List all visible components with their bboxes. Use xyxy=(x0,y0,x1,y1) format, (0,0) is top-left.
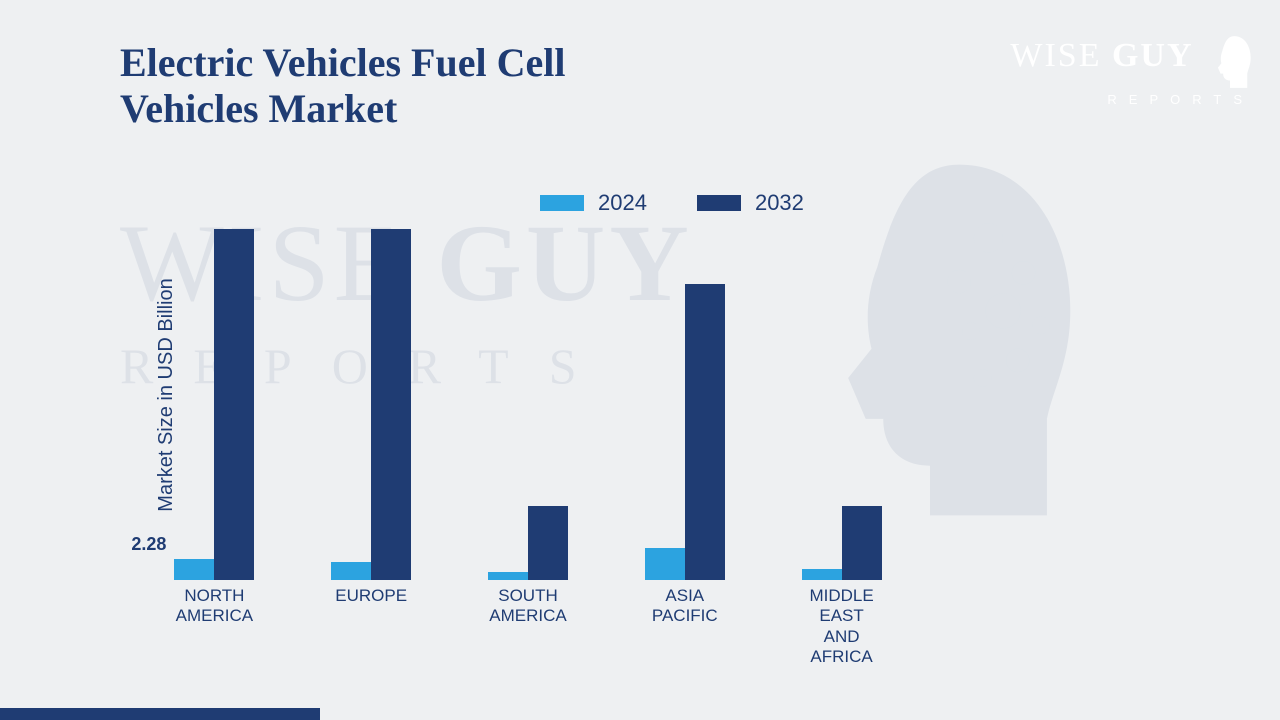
x-tick-label: EUROPE xyxy=(306,586,436,668)
bar-2032 xyxy=(685,284,725,580)
x-tick-label: SOUTHAMERICA xyxy=(463,586,593,668)
brand-head-icon xyxy=(1206,34,1254,90)
bar-group xyxy=(463,506,593,580)
bar-group xyxy=(306,229,436,581)
chart-canvas: WISE GUY REPORTS Electric Vehicles Fuel … xyxy=(0,0,1280,720)
bottom-bar xyxy=(0,708,320,720)
bar-2024 xyxy=(645,548,685,580)
bar-group xyxy=(620,284,750,580)
bar-2024 xyxy=(174,559,214,580)
bar-2032 xyxy=(528,506,568,580)
chart-title: Electric Vehicles Fuel Cell Vehicles Mar… xyxy=(120,40,680,132)
bar-2024 xyxy=(331,562,371,581)
brand-logo: WISE GUY REPORTS xyxy=(1010,34,1254,107)
x-tick-label: ASIAPACIFIC xyxy=(620,586,750,668)
x-axis-labels: NORTHAMERICA EUROPE SOUTHAMERICA ASIAPACIFI… xyxy=(136,586,920,668)
bar-2032 xyxy=(371,229,411,581)
x-tick-label: NORTHAMERICA xyxy=(149,586,279,668)
legend-swatch-2024 xyxy=(540,195,584,211)
bar-2024 xyxy=(802,569,842,580)
chart-plot-area: 2.28 xyxy=(136,210,920,580)
bar-group xyxy=(777,506,907,580)
bar-2024 xyxy=(488,572,528,580)
x-tick-label: MIDDLEEASTANDAFRICA xyxy=(777,586,907,668)
bar-group: 2.28 xyxy=(149,229,279,581)
legend-swatch-2032 xyxy=(697,195,741,211)
bar-2032 xyxy=(842,506,882,580)
bar-chart: Market Size in USD Billion 2.28 NORTHAME… xyxy=(100,210,920,580)
bar-data-label: 2.28 xyxy=(131,534,166,555)
bar-2032 xyxy=(214,229,254,581)
